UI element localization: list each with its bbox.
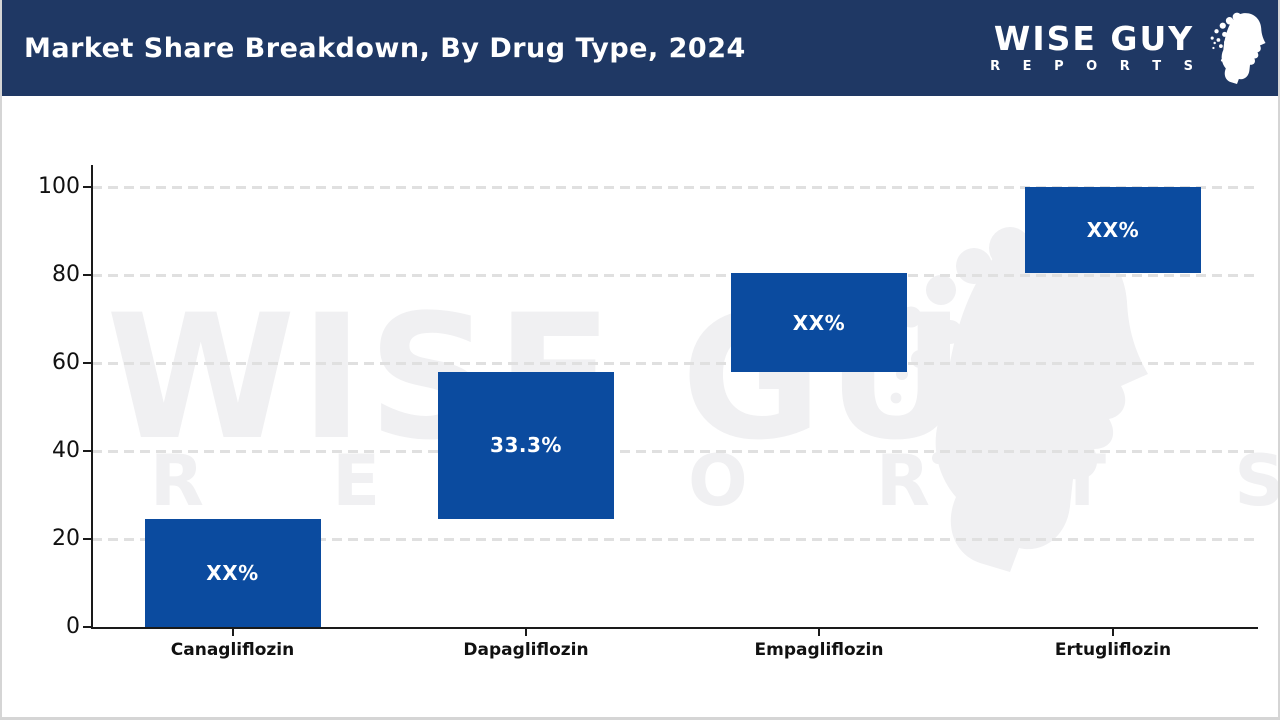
y-tick-20 [83, 538, 92, 540]
y-tick-40 [83, 450, 92, 452]
y-axis-line [91, 165, 93, 629]
y-tick-60 [83, 362, 92, 364]
y-tick-100 [83, 186, 92, 188]
logo-subtext: R E P O R T S [990, 58, 1202, 74]
x-axis-line [91, 627, 1258, 629]
ytick-label-60: 60 [52, 350, 80, 375]
x-tick-0 [231, 629, 234, 636]
category-label-1: Dapagliflozin [463, 640, 589, 660]
page-title: Market Share Breakdown, By Drug Type, 20… [24, 32, 746, 64]
gridline-20 [92, 537, 1258, 541]
header-bar: Market Share Breakdown, By Drug Type, 20… [2, 0, 1278, 96]
bar-value-label: XX% [792, 310, 846, 335]
ytick-label-80: 80 [52, 262, 80, 287]
wiseguy-logo: WISE GUY R E P O R T S [986, 9, 1278, 87]
x-tick-1 [525, 629, 527, 636]
y-tick-80 [83, 274, 92, 276]
ytick-label-100: 100 [38, 174, 80, 199]
logo-wordmark: WISE GUY [993, 19, 1195, 59]
gridline-60 [92, 361, 1258, 365]
bar-empagliflozin: XX% [731, 273, 907, 373]
bar-value-label: XX% [206, 560, 259, 585]
category-label-3: Ertugliflozin [1054, 640, 1172, 660]
wiseguy-face-icon [1210, 12, 1266, 84]
gridline-100 [92, 185, 1258, 189]
wiseguy-logo-text: WISE GUY R E P O R T S [986, 22, 1202, 74]
ytick-label-40: 40 [52, 438, 80, 463]
y-tick-0 [83, 626, 92, 628]
ytick-label-0: 0 [66, 614, 80, 639]
ytick-label-20: 20 [52, 526, 80, 551]
x-tick-3 [1112, 629, 1114, 636]
bar-dapagliflozin: 33.3% [438, 372, 614, 519]
bar-value-label: XX% [1086, 218, 1140, 243]
bar-value-label: 33.3% [490, 433, 562, 458]
x-tick-2 [818, 629, 820, 636]
gridline-80 [92, 273, 1258, 277]
bar-ertugliflozin: XX% [1025, 187, 1201, 274]
category-label-2: Empagliflozin [754, 640, 884, 660]
bar-canagliflozin: XX% [144, 518, 321, 627]
gridline-40 [92, 449, 1258, 453]
category-label-0: Canagliflozin [170, 640, 295, 660]
